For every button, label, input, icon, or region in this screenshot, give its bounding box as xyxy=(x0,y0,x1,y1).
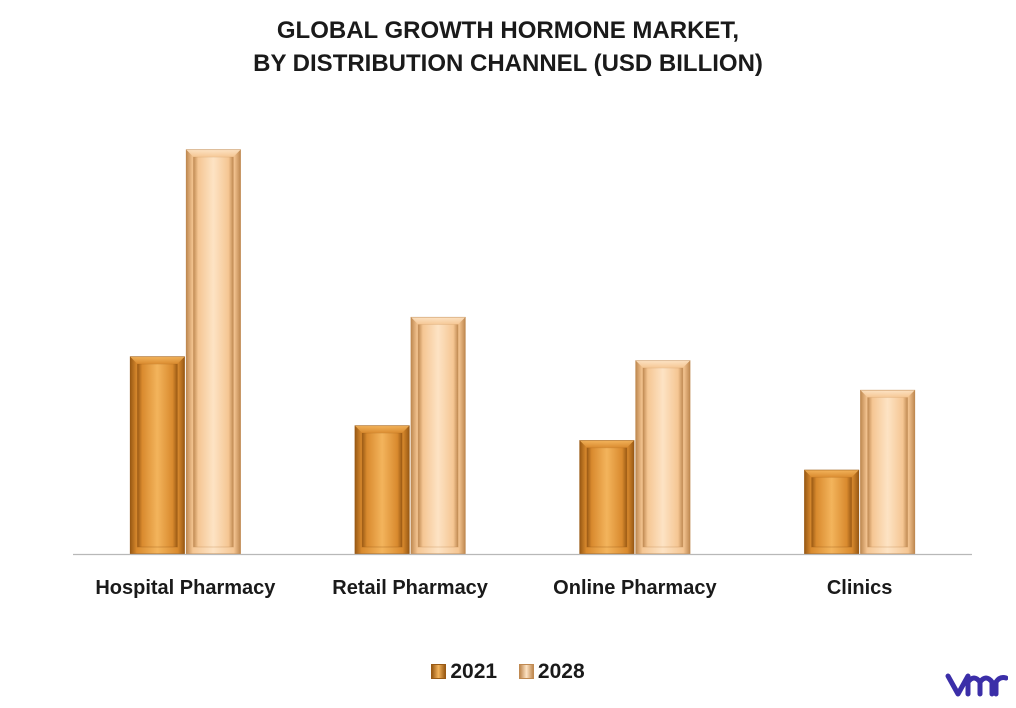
bars-group xyxy=(129,149,916,555)
chart-title-line-1: GLOBAL GROWTH HORMONE MARKET, xyxy=(276,17,740,44)
chart-title: GLOBAL GROWTH HORMONE MARKET, BY DISTRIB… xyxy=(0,14,1016,80)
bar-online-pharmacy-2028 xyxy=(635,360,691,555)
bar-retail-pharmacy-2028 xyxy=(410,316,466,555)
chart-title-line-2: BY DISTRIBUTION CHANNEL (USD BILLION) xyxy=(253,50,763,77)
bar-retail-pharmacy-2021 xyxy=(354,425,410,555)
bar-hospital-pharmacy-2021 xyxy=(129,356,185,555)
x-tick-label: Online Pharmacy xyxy=(553,577,717,599)
legend-label-2021: 2021 xyxy=(450,660,498,683)
bar-online-pharmacy-2021 xyxy=(579,440,635,555)
bar-clinics-2028 xyxy=(860,389,916,555)
legend-label-2028: 2028 xyxy=(537,660,585,683)
legend-swatch-2021 xyxy=(431,664,447,679)
x-tick-label: Hospital Pharmacy xyxy=(95,577,276,599)
x-tick-label: Retail Pharmacy xyxy=(332,577,489,599)
x-tick-label: Clinics xyxy=(827,577,893,599)
legend: 2021 2028 xyxy=(0,660,1016,684)
legend-swatch-2028 xyxy=(518,664,534,679)
bar-clinics-2021 xyxy=(804,469,860,555)
vmr-logo-icon xyxy=(945,673,1008,697)
legend-item-2028: 2028 xyxy=(518,660,585,684)
bar-hospital-pharmacy-2028 xyxy=(185,149,241,555)
legend-item-2021: 2021 xyxy=(431,660,497,684)
x-axis-labels: Hospital Pharmacy Retail Pharmacy Online P… xyxy=(95,577,892,599)
